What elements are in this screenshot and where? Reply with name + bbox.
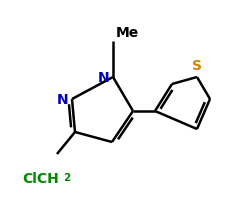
Text: 2: 2 (63, 172, 70, 182)
Text: N: N (56, 93, 68, 106)
Text: Me: Me (116, 26, 139, 40)
Text: S: S (192, 59, 202, 73)
Text: N: N (97, 71, 109, 85)
Text: ClCH: ClCH (22, 171, 59, 185)
